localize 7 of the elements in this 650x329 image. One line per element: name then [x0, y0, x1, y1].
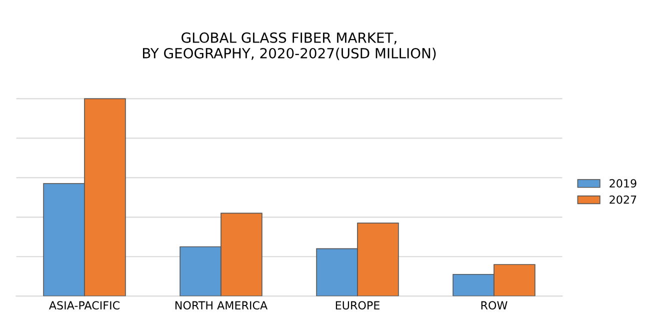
x-tick-label: EUROPE	[336, 301, 380, 310]
legend-label: 2019	[610, 179, 636, 188]
x-tick-label: ROW	[481, 301, 508, 310]
legend-label: 2027	[610, 195, 636, 204]
x-tick-label: NORTH AMERICA	[175, 301, 268, 310]
chart-title: GLOBAL GLASS FIBER MARKET, BY GEOGRAPHY, 2020-2027(USD MILLION)	[142, 32, 436, 60]
x-tick-label: ASIA-PACIFIC	[49, 301, 120, 310]
